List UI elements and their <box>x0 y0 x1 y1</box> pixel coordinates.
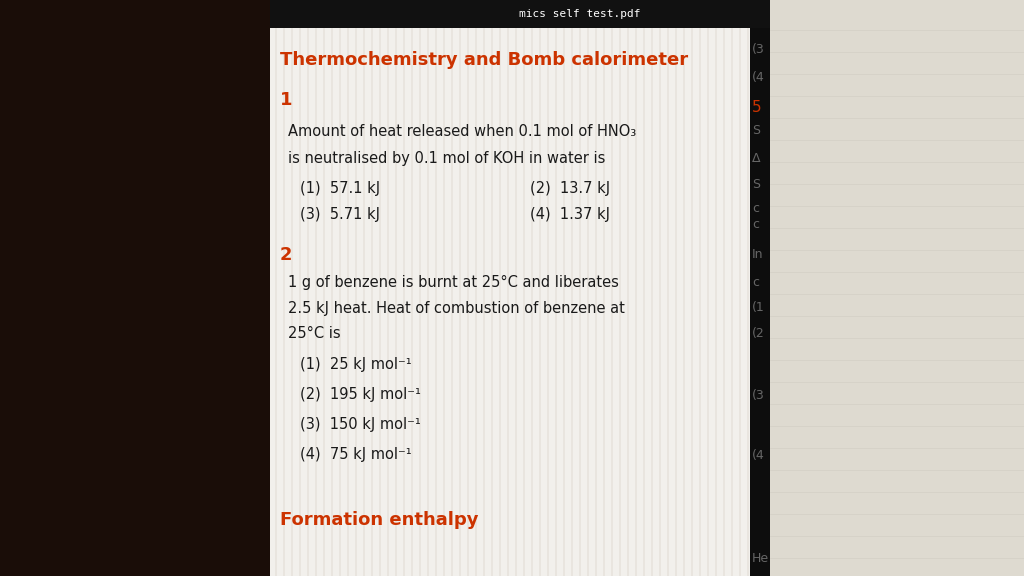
Text: In: In <box>752 248 764 262</box>
Text: 2.5 kJ heat. Heat of combustion of benzene at: 2.5 kJ heat. Heat of combustion of benze… <box>288 301 625 316</box>
Bar <box>571 28 572 576</box>
Bar <box>270 28 750 576</box>
Bar <box>275 28 276 576</box>
Bar <box>643 28 644 576</box>
Bar <box>339 28 341 576</box>
Bar <box>419 28 421 576</box>
Bar <box>635 28 637 576</box>
Bar <box>579 28 581 576</box>
Bar <box>547 28 549 576</box>
Text: Δ: Δ <box>752 151 761 165</box>
Bar <box>395 28 396 576</box>
Bar <box>283 28 285 576</box>
Bar <box>435 28 436 576</box>
Bar <box>0 0 270 576</box>
Text: S: S <box>752 179 760 191</box>
Text: Thermochemistry and Bomb calorimeter: Thermochemistry and Bomb calorimeter <box>280 51 688 69</box>
Text: (1)  25 kJ mol⁻¹: (1) 25 kJ mol⁻¹ <box>300 358 412 373</box>
Bar <box>307 28 308 576</box>
Bar <box>555 28 556 576</box>
Text: c: c <box>752 202 759 214</box>
Bar <box>651 28 652 576</box>
Text: He: He <box>752 551 769 564</box>
Bar <box>331 28 333 576</box>
Bar <box>403 28 404 576</box>
Text: c: c <box>752 218 759 232</box>
Bar <box>531 28 532 576</box>
Bar <box>659 28 660 576</box>
Bar <box>499 28 501 576</box>
Text: 1: 1 <box>280 91 293 109</box>
Bar <box>427 28 428 576</box>
Bar <box>523 28 524 576</box>
Bar <box>587 28 589 576</box>
Bar <box>603 28 604 576</box>
Bar <box>371 28 373 576</box>
Bar <box>451 28 453 576</box>
Bar <box>443 28 444 576</box>
Bar <box>299 28 300 576</box>
Bar <box>355 28 356 576</box>
Bar <box>467 28 469 576</box>
Bar <box>618 28 621 576</box>
Text: (1: (1 <box>752 301 765 314</box>
Text: Formation enthalpy: Formation enthalpy <box>280 511 478 529</box>
Text: (3)  150 kJ mol⁻¹: (3) 150 kJ mol⁻¹ <box>300 418 421 433</box>
Bar <box>515 28 516 576</box>
Bar <box>611 28 612 576</box>
Bar <box>750 0 770 576</box>
Bar <box>731 28 732 576</box>
Bar <box>315 28 316 576</box>
Text: (2)  13.7 kJ: (2) 13.7 kJ <box>530 180 610 195</box>
Bar <box>507 28 509 576</box>
Bar <box>475 28 476 576</box>
Bar <box>490 28 493 576</box>
Text: (3: (3 <box>752 44 765 56</box>
Text: (3: (3 <box>752 388 765 401</box>
Bar <box>347 28 348 576</box>
Text: (1)  57.1 kJ: (1) 57.1 kJ <box>300 180 380 195</box>
Text: (4: (4 <box>752 449 765 461</box>
Bar <box>595 28 597 576</box>
Text: Amount of heat released when 0.1 mol of HNO₃: Amount of heat released when 0.1 mol of … <box>288 124 636 139</box>
Bar <box>291 28 293 576</box>
Text: 5: 5 <box>752 100 762 116</box>
Text: S: S <box>752 123 760 137</box>
Text: (2: (2 <box>752 328 765 340</box>
Text: is neutralised by 0.1 mol of KOH in water is: is neutralised by 0.1 mol of KOH in wate… <box>288 150 605 165</box>
Bar <box>483 28 484 576</box>
Text: 25°C is: 25°C is <box>288 327 341 342</box>
Bar <box>539 28 541 576</box>
Text: 1 g of benzene is burnt at 25°C and liberates: 1 g of benzene is burnt at 25°C and libe… <box>288 275 618 290</box>
Bar <box>739 28 740 576</box>
Bar <box>746 28 749 576</box>
Text: (2)  195 kJ mol⁻¹: (2) 195 kJ mol⁻¹ <box>300 388 421 403</box>
Text: (4: (4 <box>752 71 765 85</box>
Bar <box>691 28 692 576</box>
Bar <box>362 28 365 576</box>
Bar <box>323 28 325 576</box>
Bar <box>667 28 669 576</box>
Text: c: c <box>752 275 759 289</box>
Bar <box>411 28 413 576</box>
Bar <box>627 28 629 576</box>
Text: (4)  1.37 kJ: (4) 1.37 kJ <box>530 207 610 222</box>
Bar <box>459 28 461 576</box>
Text: 2: 2 <box>280 246 293 264</box>
Bar <box>675 28 677 576</box>
Bar <box>770 0 1024 576</box>
Text: mics self test.pdf: mics self test.pdf <box>519 9 641 19</box>
Bar <box>270 0 770 28</box>
Bar <box>715 28 717 576</box>
Text: (3)  5.71 kJ: (3) 5.71 kJ <box>300 207 380 222</box>
Bar <box>683 28 684 576</box>
Text: (4)  75 kJ mol⁻¹: (4) 75 kJ mol⁻¹ <box>300 448 412 463</box>
Bar <box>707 28 709 576</box>
Bar <box>387 28 388 576</box>
Bar <box>563 28 564 576</box>
Bar <box>379 28 381 576</box>
Bar <box>723 28 725 576</box>
Bar <box>699 28 700 576</box>
